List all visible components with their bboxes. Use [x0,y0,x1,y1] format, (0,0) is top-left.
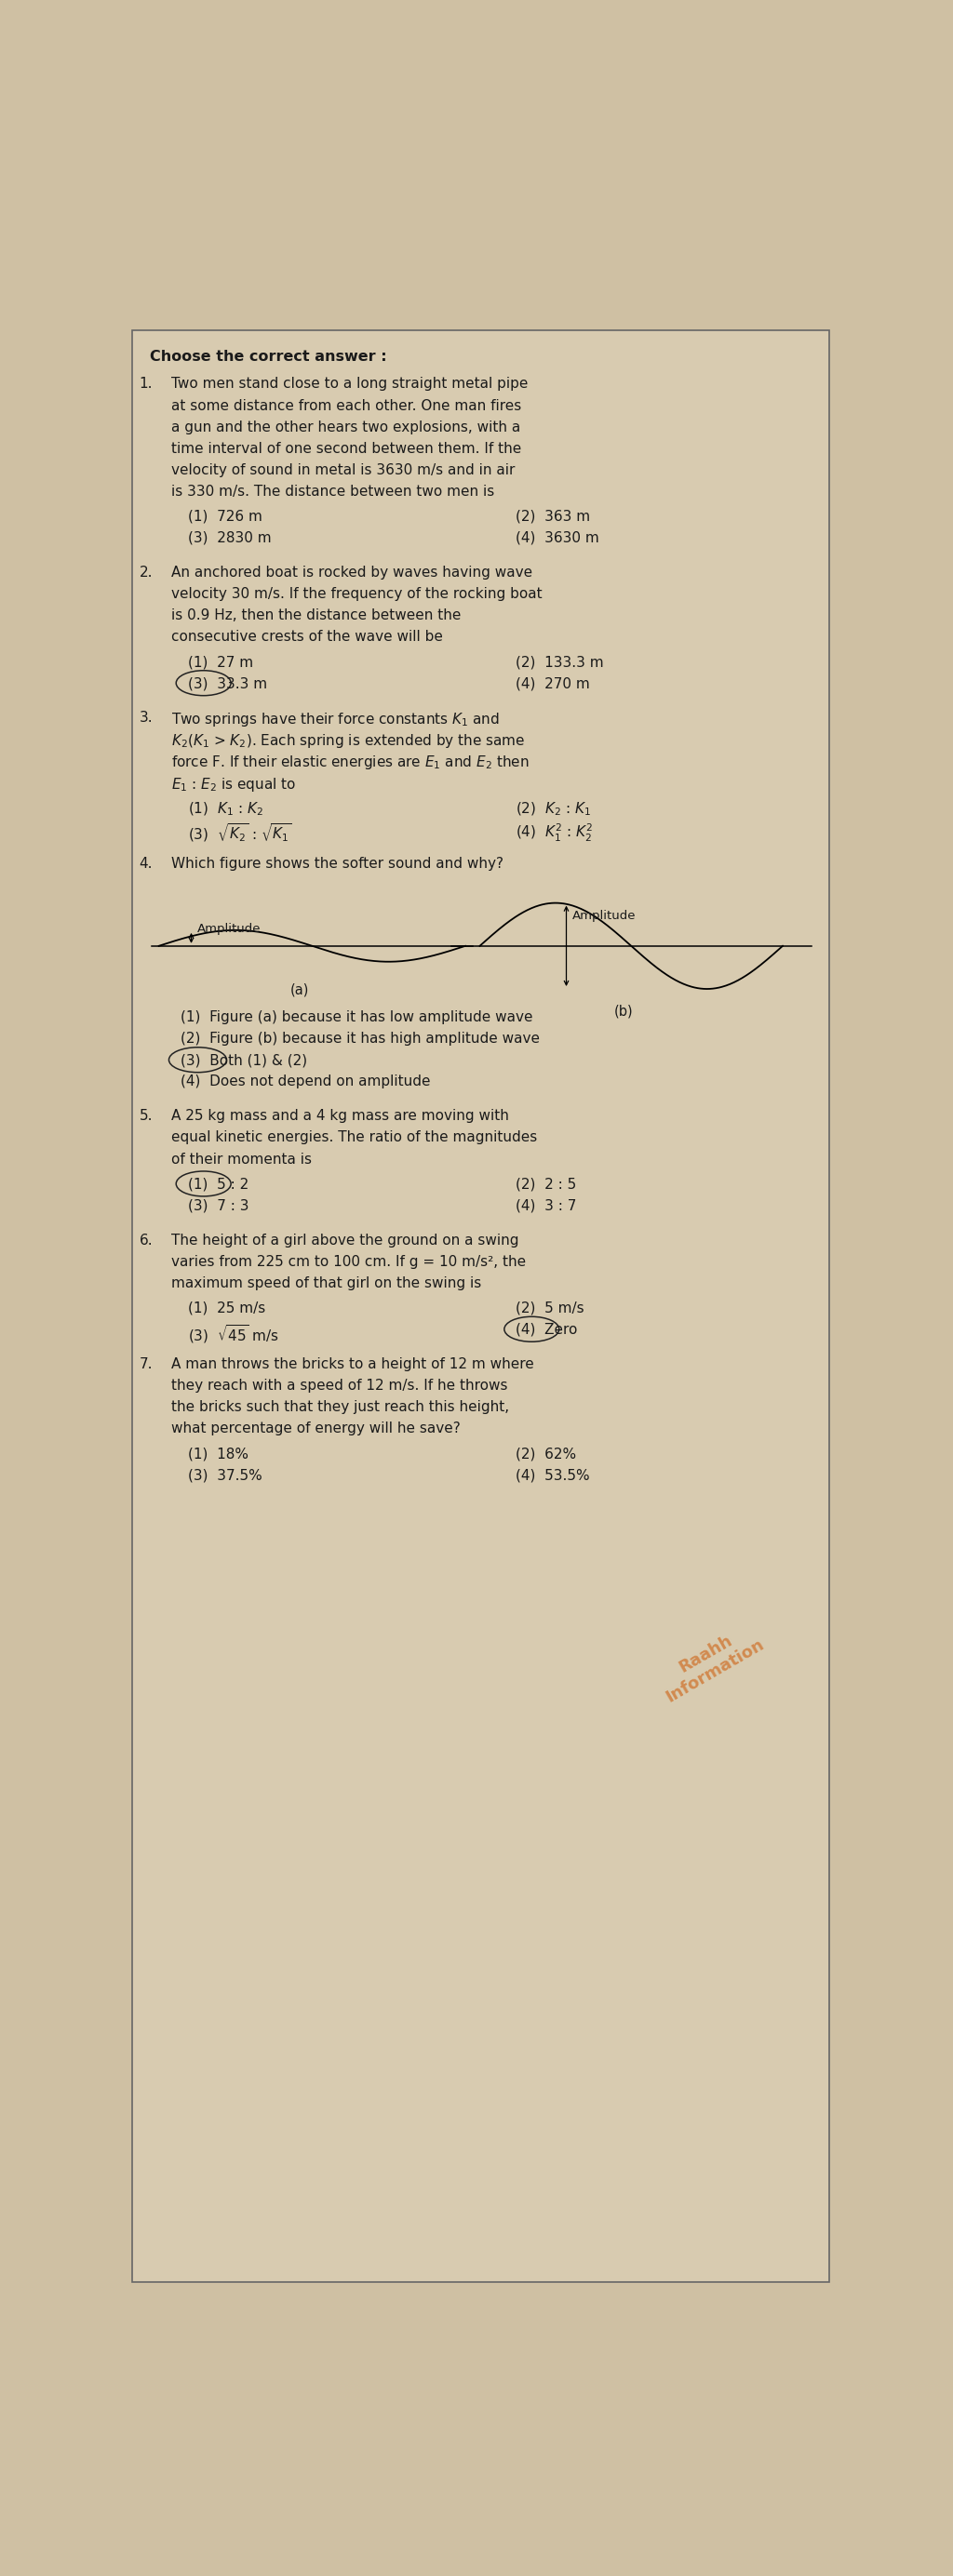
Text: a gun and the other hears two explosions, with a: a gun and the other hears two explosions… [171,420,520,435]
Text: (3)  2830 m: (3) 2830 m [188,531,271,546]
Text: is 0.9 Hz, then the distance between the: is 0.9 Hz, then the distance between the [171,608,461,623]
Text: (1)  25 m/s: (1) 25 m/s [188,1301,265,1316]
Text: (a): (a) [290,984,309,997]
Text: 7.: 7. [139,1358,152,1370]
Text: (4)  3630 m: (4) 3630 m [516,531,599,546]
Text: (4)  53.5%: (4) 53.5% [516,1468,590,1481]
Text: (1)  18%: (1) 18% [188,1448,248,1461]
Text: (3)  $\sqrt{45}$ m/s: (3) $\sqrt{45}$ m/s [188,1321,279,1345]
Text: 1.: 1. [139,376,152,392]
Text: (2)  Figure (b) because it has high amplitude wave: (2) Figure (b) because it has high ampli… [180,1033,539,1046]
Text: (3)  Both (1) & (2): (3) Both (1) & (2) [180,1054,307,1066]
Text: equal kinetic energies. The ratio of the magnitudes: equal kinetic energies. The ratio of the… [171,1131,537,1144]
Text: (b): (b) [615,1005,634,1018]
Text: 3.: 3. [139,711,152,724]
Text: (1)  $K_1$ : $K_2$: (1) $K_1$ : $K_2$ [188,801,263,817]
Text: the bricks such that they just reach this height,: the bricks such that they just reach thi… [171,1401,509,1414]
Text: they reach with a speed of 12 m/s. If he throws: they reach with a speed of 12 m/s. If he… [171,1378,508,1394]
Text: Choose the correct answer :: Choose the correct answer : [150,350,386,363]
Text: $E_1$ : $E_2$ is equal to: $E_1$ : $E_2$ is equal to [171,775,295,793]
Text: 4.: 4. [139,855,152,871]
Text: is 330 m/s. The distance between two men is: is 330 m/s. The distance between two men… [171,484,495,500]
Text: A 25 kg mass and a 4 kg mass are moving with: A 25 kg mass and a 4 kg mass are moving … [171,1110,509,1123]
Text: Two springs have their force constants $K_1$ and: Two springs have their force constants $… [171,711,499,729]
Text: maximum speed of that girl on the swing is: maximum speed of that girl on the swing … [171,1275,481,1291]
Text: (2)  363 m: (2) 363 m [516,510,591,523]
Text: (3)  33.3 m: (3) 33.3 m [188,677,267,690]
Text: (3)  $\sqrt{K_2}$ : $\sqrt{K_1}$: (3) $\sqrt{K_2}$ : $\sqrt{K_1}$ [188,822,292,845]
Text: (4)  270 m: (4) 270 m [516,677,590,690]
Text: Which figure shows the softer sound and why?: Which figure shows the softer sound and … [171,855,503,871]
Text: (3)  7 : 3: (3) 7 : 3 [188,1198,249,1213]
Text: Amplitude: Amplitude [572,909,636,922]
Text: (1)  5 : 2: (1) 5 : 2 [188,1177,249,1190]
Text: The height of a girl above the ground on a swing: The height of a girl above the ground on… [171,1234,518,1247]
Text: (1)  27 m: (1) 27 m [188,654,253,670]
Text: An anchored boat is rocked by waves having wave: An anchored boat is rocked by waves havi… [171,567,533,580]
Text: (4)  3 : 7: (4) 3 : 7 [516,1198,577,1213]
Text: of their momenta is: of their momenta is [171,1151,312,1167]
Text: (3)  37.5%: (3) 37.5% [188,1468,262,1481]
Text: (1)  726 m: (1) 726 m [188,510,262,523]
Text: Raahh
Information: Raahh Information [654,1618,767,1705]
Text: Amplitude: Amplitude [197,922,261,935]
Text: time interval of one second between them. If the: time interval of one second between them… [171,440,521,456]
Text: (2)  133.3 m: (2) 133.3 m [516,654,604,670]
Text: 6.: 6. [139,1234,152,1247]
Text: (2)  $K_2$ : $K_1$: (2) $K_2$ : $K_1$ [516,801,591,817]
Text: $K_2$($K_1$ > $K_2$). Each spring is extended by the same: $K_2$($K_1$ > $K_2$). Each spring is ext… [171,732,525,750]
Text: (2)  2 : 5: (2) 2 : 5 [516,1177,577,1190]
Text: what percentage of energy will he save?: what percentage of energy will he save? [171,1422,460,1435]
Text: 2.: 2. [139,567,152,580]
Text: (4)  Does not depend on amplitude: (4) Does not depend on amplitude [180,1074,431,1090]
Text: A man throws the bricks to a height of 12 m where: A man throws the bricks to a height of 1… [171,1358,534,1370]
Text: 5.: 5. [139,1110,152,1123]
Text: force F. If their elastic energies are $E_1$ and $E_2$ then: force F. If their elastic energies are $… [171,755,529,773]
Text: Two men stand close to a long straight metal pipe: Two men stand close to a long straight m… [171,376,528,392]
Text: consecutive crests of the wave will be: consecutive crests of the wave will be [171,631,443,644]
Text: (2)  62%: (2) 62% [516,1448,577,1461]
Text: (4)  $K_1^2$ : $K_2^2$: (4) $K_1^2$ : $K_2^2$ [516,822,594,842]
Text: (4)  Zero: (4) Zero [516,1321,578,1337]
Text: velocity 30 m/s. If the frequency of the rocking boat: velocity 30 m/s. If the frequency of the… [171,587,542,600]
Text: velocity of sound in metal is 3630 m/s and in air: velocity of sound in metal is 3630 m/s a… [171,464,515,477]
Text: (2)  5 m/s: (2) 5 m/s [516,1301,584,1316]
Text: (1)  Figure (a) because it has low amplitude wave: (1) Figure (a) because it has low amplit… [180,1010,533,1025]
Text: at some distance from each other. One man fires: at some distance from each other. One ma… [171,399,521,412]
Text: varies from 225 cm to 100 cm. If g = 10 m/s², the: varies from 225 cm to 100 cm. If g = 10 … [171,1255,526,1267]
